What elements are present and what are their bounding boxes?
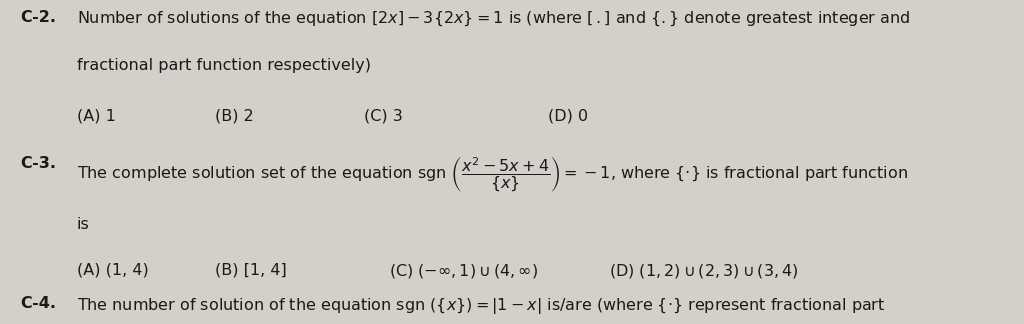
Text: C-3.: C-3. [20,156,56,170]
Text: The complete solution set of the equation sgn $\left(\dfrac{x^2-5x+4}{\{x\}}\rig: The complete solution set of the equatio… [77,156,908,194]
Text: C-2.: C-2. [20,10,56,25]
Text: (B) [1, 4]: (B) [1, 4] [215,262,287,277]
Text: C-4.: C-4. [20,296,56,311]
Text: Number of solutions of the equation $[2x]-3\{2x\}=1$ is (where $[\,.]$ and $\{.\: Number of solutions of the equation $[2x… [77,10,910,28]
Text: (D) $(1, 2)\cup(2, 3)\cup(3, 4)$: (D) $(1, 2)\cup(2, 3)\cup(3, 4)$ [609,262,799,281]
Text: fractional part function respectively): fractional part function respectively) [77,58,371,73]
Text: (A) (1, 4): (A) (1, 4) [77,262,148,277]
Text: (B) 2: (B) 2 [215,109,254,123]
Text: The number of solution of the equation sgn $(\{x\})=|1-x|$ is/are (where $\{\cdo: The number of solution of the equation s… [77,296,885,317]
Text: (D) 0: (D) 0 [548,109,588,123]
Text: is: is [77,217,89,232]
Text: (C) 3: (C) 3 [364,109,402,123]
Text: (C) $(-\infty, 1)\cup(4, \infty)$: (C) $(-\infty, 1)\cup(4, \infty)$ [389,262,539,281]
Text: (A) 1: (A) 1 [77,109,116,123]
